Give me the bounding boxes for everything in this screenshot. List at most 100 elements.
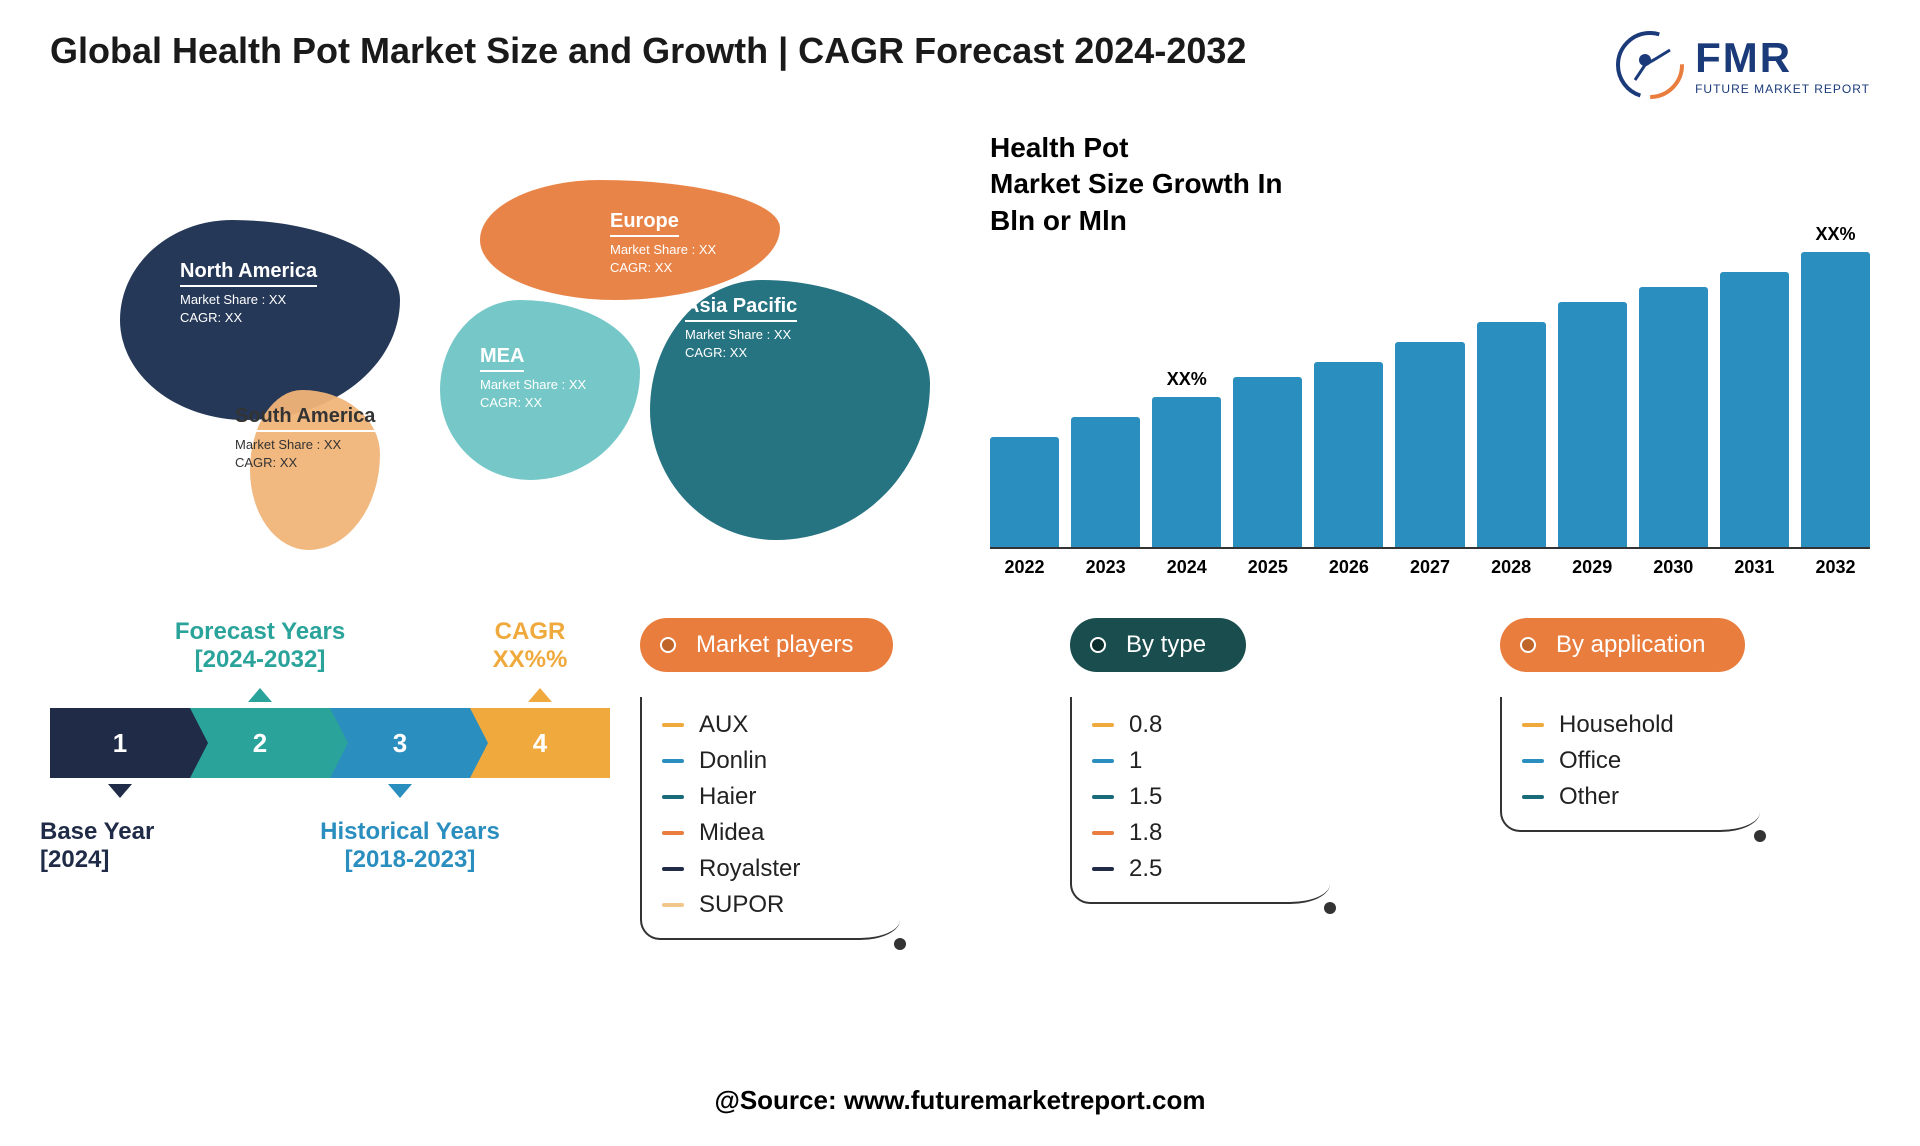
item-label: Royalster bbox=[699, 855, 800, 883]
category-list: 0.811.51.82.5 bbox=[1070, 697, 1330, 904]
item-label: SUPOR bbox=[699, 891, 784, 919]
bar: XX% bbox=[1152, 397, 1221, 547]
bar bbox=[1314, 362, 1383, 547]
timeline-segment: 1 bbox=[50, 708, 190, 778]
bar bbox=[1639, 287, 1708, 547]
list-item: 0.8 bbox=[1072, 707, 1330, 743]
bar-chart-section: Health Pot Market Size Growth In Bln or … bbox=[990, 130, 1870, 578]
list-item: Midea bbox=[642, 815, 900, 851]
tick-icon bbox=[662, 723, 684, 727]
category-list: HouseholdOfficeOther bbox=[1500, 697, 1760, 832]
item-label: Donlin bbox=[699, 747, 767, 775]
x-tick-label: 2026 bbox=[1314, 557, 1383, 578]
bar bbox=[1720, 272, 1789, 547]
tick-icon bbox=[662, 903, 684, 907]
historical-label: Historical Years[2018-2023] bbox=[300, 818, 520, 874]
list-item: 1.8 bbox=[1072, 815, 1330, 851]
timeline-segment: 3 bbox=[330, 708, 470, 778]
bar: XX% bbox=[1801, 252, 1870, 547]
fmr-logo-icon bbox=[1615, 30, 1685, 100]
list-item: Other bbox=[1502, 779, 1760, 815]
tick-icon bbox=[662, 831, 684, 835]
chart-title: Health Pot Market Size Growth In Bln or … bbox=[990, 130, 1870, 239]
item-label: AUX bbox=[699, 711, 748, 739]
tick-icon bbox=[662, 759, 684, 763]
region-label: EuropeMarket Share : XXCAGR: XX bbox=[610, 210, 716, 277]
x-tick-label: 2029 bbox=[1558, 557, 1627, 578]
chart-title-l2: Market Size Growth In bbox=[990, 168, 1283, 199]
category-title: By application bbox=[1556, 631, 1705, 659]
list-item: Royalster bbox=[642, 851, 900, 887]
list-item: Haier bbox=[642, 779, 900, 815]
tick-icon bbox=[662, 867, 684, 871]
header: Global Health Pot Market Size and Growth… bbox=[50, 30, 1870, 100]
forecast-label: Forecast Years[2024-2032] bbox=[170, 618, 350, 674]
base-year-label: Base Year[2024] bbox=[40, 818, 200, 874]
region-label: South AmericaMarket Share : XXCAGR: XX bbox=[235, 405, 375, 472]
item-label: 1.8 bbox=[1129, 819, 1162, 847]
logo-text-main: FMR bbox=[1695, 34, 1870, 82]
item-label: Haier bbox=[699, 783, 756, 811]
page-title: Global Health Pot Market Size and Growth… bbox=[50, 30, 1246, 72]
region-label: North AmericaMarket Share : XXCAGR: XX bbox=[180, 260, 317, 327]
logo: FMR FUTURE MARKET REPORT bbox=[1615, 30, 1870, 100]
bar bbox=[990, 437, 1059, 547]
list-item: 2.5 bbox=[1072, 851, 1330, 887]
bar bbox=[1233, 377, 1302, 547]
bullet-icon bbox=[660, 637, 676, 653]
source-attribution: @Source: www.futuremarketreport.com bbox=[0, 1085, 1920, 1116]
list-item: Donlin bbox=[642, 743, 900, 779]
tick-icon bbox=[662, 795, 684, 799]
list-item: Office bbox=[1502, 743, 1760, 779]
tick-icon bbox=[1522, 759, 1544, 763]
arrow-up-icon bbox=[528, 688, 552, 702]
category-box: Market players AUX Donlin Haier Midea Royalst… bbox=[640, 618, 1010, 940]
x-tick-label: 2028 bbox=[1477, 557, 1546, 578]
tick-icon bbox=[1092, 867, 1114, 871]
category-header: By type bbox=[1070, 618, 1246, 672]
category-header: By application bbox=[1500, 618, 1745, 672]
timeline-segment: 2 bbox=[190, 708, 330, 778]
world-map: North AmericaMarket Share : XXCAGR: XX So… bbox=[50, 130, 950, 550]
region-label: Asia PacificMarket Share : XXCAGR: XX bbox=[685, 295, 797, 362]
tick-icon bbox=[1092, 795, 1114, 799]
item-label: Midea bbox=[699, 819, 764, 847]
region-label: MEAMarket Share : XXCAGR: XX bbox=[480, 345, 586, 412]
logo-text-sub: FUTURE MARKET REPORT bbox=[1695, 82, 1870, 96]
bar-chart: XX% XX% bbox=[990, 249, 1870, 549]
timeline-bar: 1234 bbox=[50, 708, 610, 778]
x-tick-label: 2027 bbox=[1395, 557, 1464, 578]
bar bbox=[1395, 342, 1464, 547]
category-box: By type0.811.51.82.5 bbox=[1070, 618, 1440, 940]
tick-icon bbox=[1092, 759, 1114, 763]
x-tick-label: 2025 bbox=[1233, 557, 1302, 578]
x-tick-label: 2032 bbox=[1801, 557, 1870, 578]
cagr-label: CAGRXX%% bbox=[470, 618, 590, 674]
tick-icon bbox=[1092, 723, 1114, 727]
category-list: AUX Donlin Haier Midea Royalster SUPOR bbox=[640, 697, 900, 940]
tick-icon bbox=[1092, 831, 1114, 835]
bar-pct-label: XX% bbox=[1152, 369, 1221, 390]
list-item: SUPOR bbox=[642, 887, 900, 923]
category-header: Market players bbox=[640, 618, 893, 672]
arrow-up-icon bbox=[248, 688, 272, 702]
bar bbox=[1558, 302, 1627, 547]
bar-pct-label: XX% bbox=[1801, 224, 1870, 245]
bar bbox=[1477, 322, 1546, 547]
timeline-segment: 4 bbox=[470, 708, 610, 778]
x-tick-label: 2024 bbox=[1152, 557, 1221, 578]
x-axis-labels: 2022202320242025202620272028202920302031… bbox=[990, 557, 1870, 578]
x-tick-label: 2022 bbox=[990, 557, 1059, 578]
chart-title-l3: Bln or Mln bbox=[990, 205, 1127, 236]
x-tick-label: 2030 bbox=[1639, 557, 1708, 578]
bar bbox=[1071, 417, 1140, 547]
item-label: 0.8 bbox=[1129, 711, 1162, 739]
x-tick-label: 2031 bbox=[1720, 557, 1789, 578]
arrow-down-icon bbox=[108, 784, 132, 798]
item-label: 2.5 bbox=[1129, 855, 1162, 883]
category-title: Market players bbox=[696, 631, 853, 659]
timeline: Forecast Years[2024-2032] CAGRXX%% 1234 … bbox=[50, 618, 610, 918]
item-label: Office bbox=[1559, 747, 1621, 775]
item-label: 1.5 bbox=[1129, 783, 1162, 811]
category-box: By applicationHouseholdOfficeOther bbox=[1500, 618, 1870, 940]
